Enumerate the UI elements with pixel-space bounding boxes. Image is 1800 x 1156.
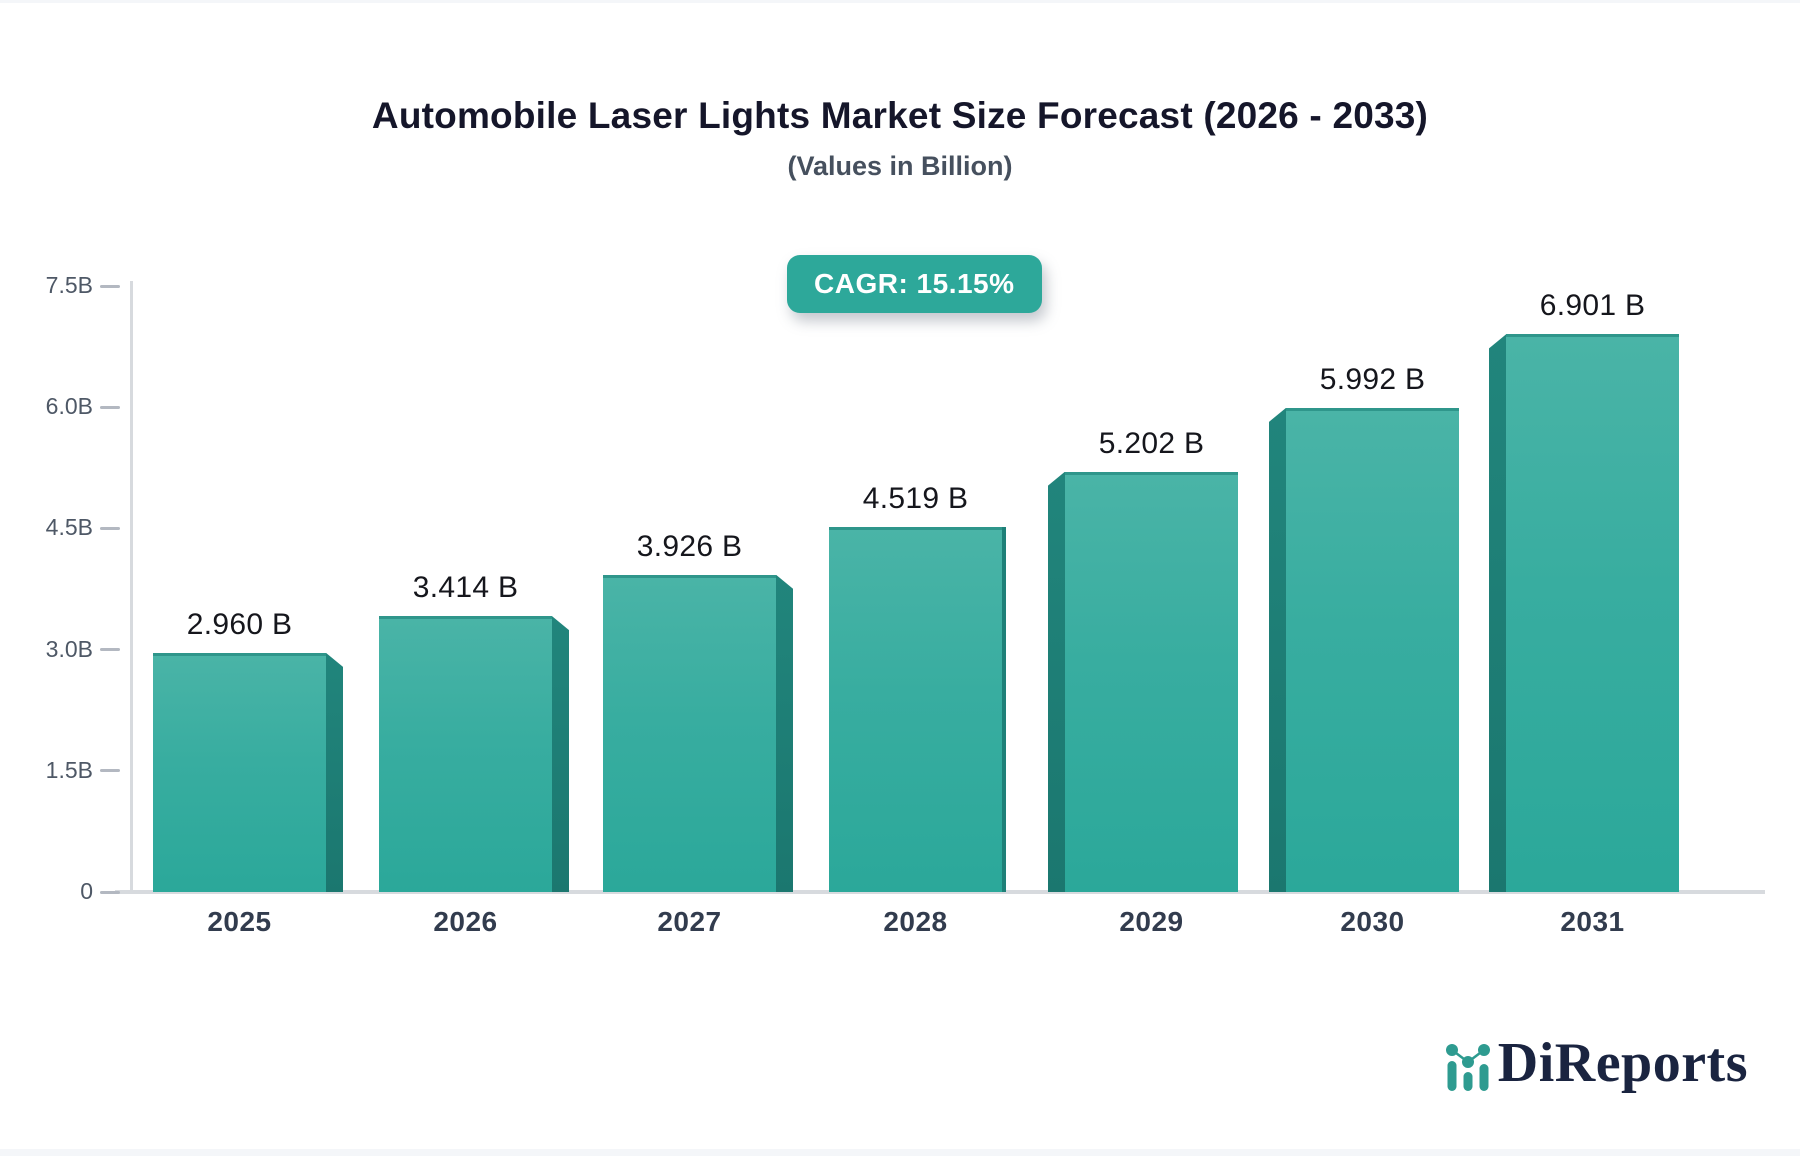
y-axis-tick-label: 6.0B — [45, 393, 93, 420]
x-axis-label: 2029 — [1119, 906, 1184, 937]
y-axis-tick-label: 4.5B — [45, 514, 93, 541]
y-axis-tick — [100, 405, 120, 409]
bar-value-label: 5.202 B — [1098, 426, 1205, 460]
bar-bevel — [1269, 407, 1286, 892]
x-axis-baseline — [115, 890, 1765, 894]
chart-title: Automobile Laser Lights Market Size Fore… — [371, 95, 1429, 136]
bar-value-label: 3.414 B — [412, 571, 519, 605]
x-axis-label: 2027 — [657, 906, 722, 937]
chart-subtitle: (Values in Billion) — [787, 151, 1013, 181]
bar-bevel — [776, 574, 793, 892]
bar-face — [1065, 471, 1238, 892]
y-axis-tick — [100, 890, 120, 894]
bar-value-label: 3.926 B — [636, 529, 743, 563]
bar-face — [1286, 407, 1459, 892]
y-axis-tick — [100, 284, 120, 288]
bar-value-label: 6.901 B — [1539, 289, 1646, 323]
bar-face — [153, 652, 326, 892]
x-axis-label: 2025 — [207, 906, 272, 937]
y-axis-tick-label: 7.5B — [45, 272, 93, 298]
bar-value-label: 5.992 B — [1319, 362, 1426, 396]
logo-text: DiReports — [1497, 1032, 1748, 1094]
bar-value-label: 4.519 B — [862, 481, 969, 515]
y-axis-tick-label: 1.5B — [45, 756, 93, 783]
y-axis-line — [130, 281, 133, 892]
direports-logo: DiReports — [1445, 1035, 1748, 1091]
bar-bevel — [1048, 471, 1065, 892]
bar-face — [829, 526, 1002, 892]
x-axis-label: 2031 — [1560, 906, 1625, 937]
y-axis-tick-label: 3.0B — [45, 635, 93, 662]
bar-face — [603, 574, 776, 892]
bar-bevel — [326, 652, 343, 892]
bar-face — [379, 616, 552, 892]
bar-value-label: 2.960 B — [186, 607, 293, 641]
x-axis-label: 2026 — [433, 906, 498, 937]
y-axis-tick — [100, 769, 120, 773]
y-axis-tick — [100, 526, 120, 530]
bar-face — [1506, 334, 1679, 892]
y-axis-tick — [100, 648, 120, 652]
bar-line-chart-icon — [1445, 1044, 1490, 1091]
x-axis-label: 2028 — [883, 906, 948, 937]
bar-bevel — [552, 616, 569, 892]
y-axis-tick-label: 0 — [80, 878, 93, 904]
x-axis-label: 2030 — [1340, 906, 1405, 937]
cagr-badge: CAGR: 15.15% — [787, 255, 1042, 313]
bar-edge — [1002, 526, 1006, 892]
bar-bevel — [1489, 334, 1506, 892]
